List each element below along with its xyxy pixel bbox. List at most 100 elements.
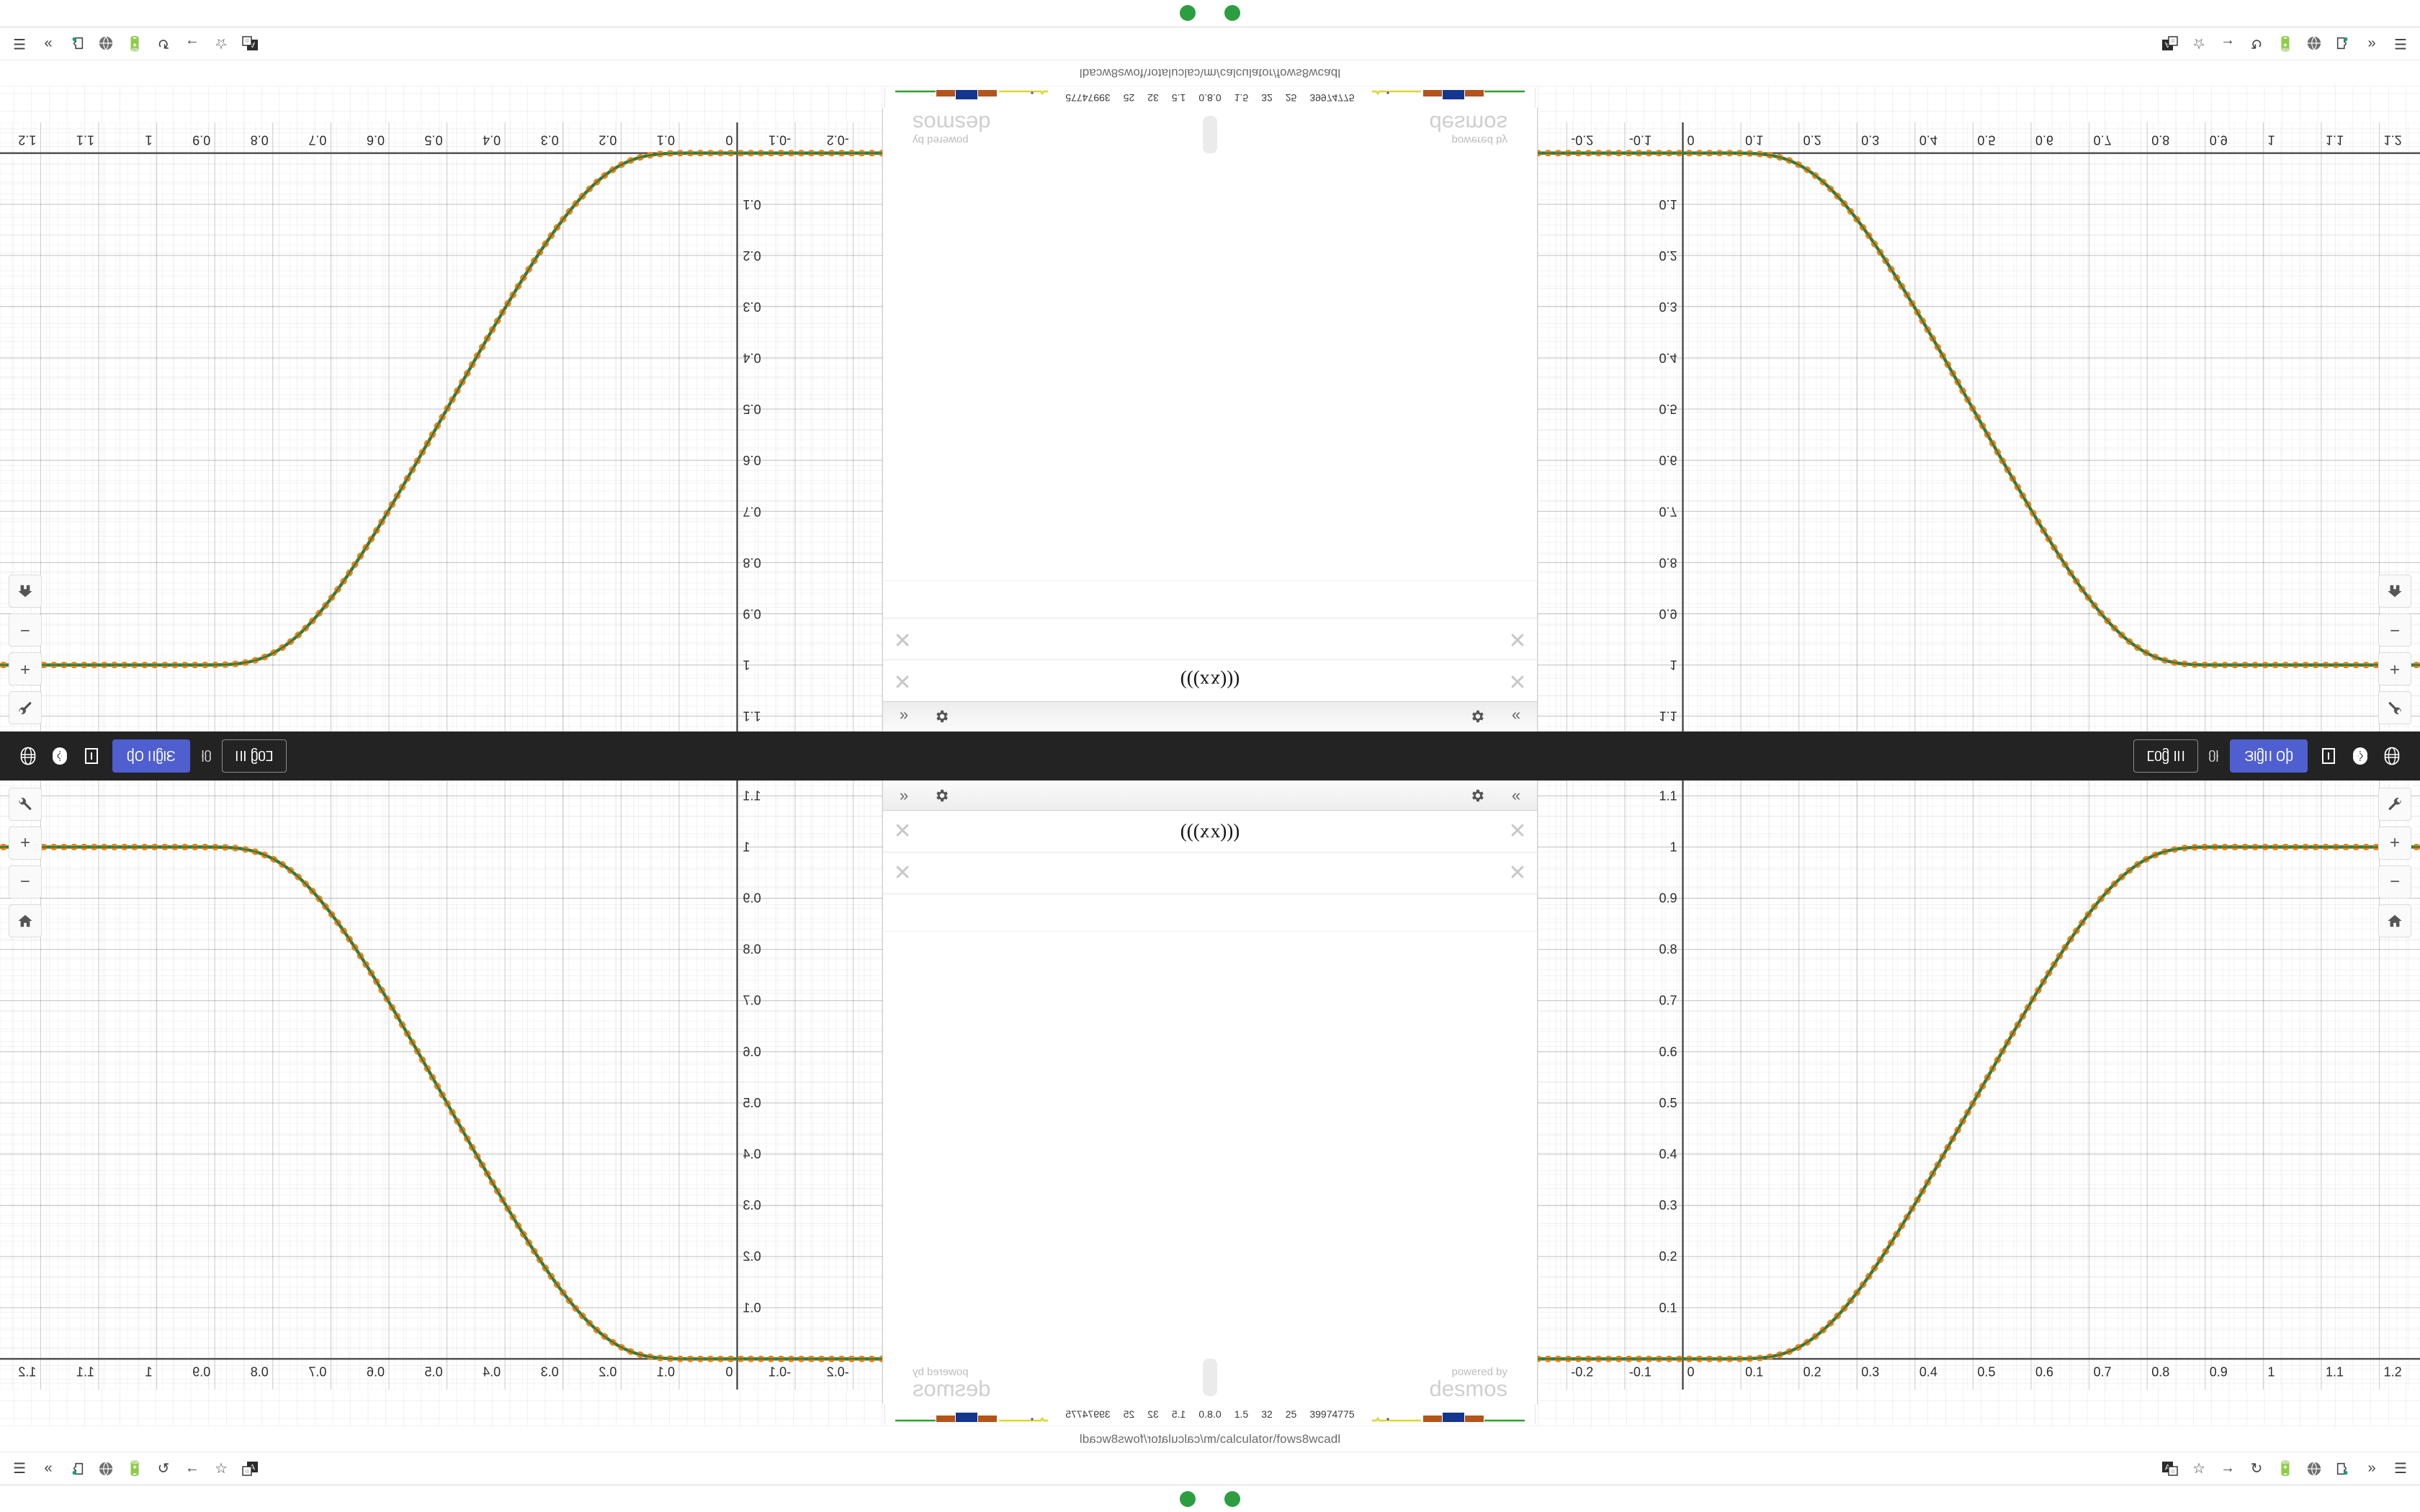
translate-icon[interactable]: A ☆ [2161,35,2179,53]
battery-icon[interactable]: 🔋 [125,35,144,51]
bookmark-star-icon[interactable]: ☆ [215,1461,228,1477]
sign-up-button[interactable]: Sign Up [2230,739,2308,756]
expression-row[interactable]: 1 A(x) = exp (−1/x)/( exp (−1/x) + exp (… [883,660,1210,701]
extension-icon[interactable] [68,35,86,53]
collapse-panel-button[interactable]: « [899,708,909,726]
share-icon[interactable] [81,744,102,756]
desmos-leaf-icon[interactable] [1180,5,1196,22]
log-in-button[interactable]: Log In [2133,756,2199,773]
expression-latex[interactable]: O(x) = .5 tanh ((.5 − x)/((x − 1)x)) + .… [922,618,1210,660]
reload-icon[interactable]: ↻ [157,1461,170,1477]
close-x-icon[interactable]: ✕ [1508,669,1527,693]
overflow-chevrons-icon[interactable]: » [2367,1460,2376,1476]
graph-settings-wrench-button[interactable] [9,788,42,821]
menu-icon[interactable]: ☰ [13,35,26,51]
expression-empty-row[interactable] [883,580,1210,618]
gear-icon[interactable] [1469,788,1491,804]
translate-icon[interactable]: A ☆ [2161,1459,2179,1478]
log-in-button[interactable]: Log In [221,756,287,773]
close-x-icon[interactable]: ✕ [893,819,912,843]
language-globe-icon[interactable] [2381,756,2403,768]
home-button[interactable] [9,575,42,608]
gear-icon[interactable] [929,709,951,725]
graph-canvas[interactable]: -0.2 -0.1 0 0.1 0.2 0.3 0.4 0.5 0.6 0.7 0.8 0.9 1 1.1… [1538,86,2420,732]
bookmark-star-icon[interactable]: ☆ [2192,35,2205,51]
expression-empty-row[interactable] [883,894,1210,932]
collapse-panel-button[interactable]: « [1511,786,1521,804]
extension-icon[interactable] [68,1459,86,1478]
share-icon[interactable] [2318,756,2339,768]
battery-icon[interactable]: 🔋 [2276,35,2295,51]
close-x-icon[interactable]: ✕ [893,861,912,885]
expression-empty-row[interactable] [1210,580,1537,618]
globe-icon[interactable] [97,1459,115,1478]
expression-row[interactable]: 2 O(x) = .5 tanh ((.5 − x)/((x − 1)x)) +… [1210,618,1537,660]
address-bar[interactable]: https://www.desmos.com/calculator/fows8w… [1210,1426,2420,1452]
graph-settings-wrench-button[interactable] [2378,788,2411,821]
overflow-chevrons-icon[interactable]: » [44,36,53,52]
expression-latex[interactable]: A(x) = exp (−1/x)/( exp (−1/x) + exp (−1… [1180,670,1210,692]
language-globe-icon[interactable] [17,744,39,756]
expression-latex[interactable]: A(x) = exp (−1/x)/( exp (−1/x) + exp (−1… [1210,670,1240,692]
reload-icon[interactable]: ↻ [157,35,170,51]
help-icon[interactable]: ? [2349,756,2371,768]
menu-icon[interactable]: ☰ [2394,35,2407,51]
forward-arrow-icon[interactable]: → [185,36,200,52]
close-x-icon[interactable]: ✕ [1508,819,1527,843]
zoom-out-button[interactable]: − [2378,613,2411,647]
expression-latex[interactable]: O(x) = .5 tanh ((.5 − x)/((x − 1)x)) + .… [1210,618,1498,660]
zoom-in-button[interactable]: + [9,652,42,685]
sign-up-button[interactable]: Sign Up [112,739,190,756]
gear-icon[interactable] [929,788,951,804]
close-x-icon[interactable]: ✕ [1508,861,1527,885]
home-button[interactable] [9,904,42,937]
expression-empty-row[interactable] [1210,894,1537,932]
help-icon[interactable]: ? [2349,744,2371,756]
address-bar[interactable]: https://www.desmos.com/calculator/fows8w… [0,60,1210,86]
graph-canvas[interactable]: -0.2 -0.1 0 0.1 0.2 0.3 0.4 0.5 0.6 0.7 0.8 0.9 1 1.1… [0,86,882,732]
graph-canvas[interactable]: -0.2 -0.1 0 0.1 0.2 0.3 0.4 0.5 0.6 0.7 0.8 0.9 1 1.1… [0,780,882,1426]
extension-icon[interactable] [2334,1459,2352,1478]
bookmark-star-icon[interactable]: ☆ [2192,1461,2205,1477]
graph-canvas[interactable]: -0.2 -0.1 0 0.1 0.2 0.3 0.4 0.5 0.6 0.7 0.8 0.9 1 1.1… [1538,780,2420,1426]
log-in-button[interactable]: Log In [221,739,287,756]
url-text[interactable]: https://www.desmos.com/calculator/fows8w… [1210,1431,1341,1446]
forward-arrow-icon[interactable]: → [2220,36,2235,52]
expression-latex[interactable]: A(x) = exp (−1/x)/( exp (−1/x) + exp (−1… [1180,820,1210,842]
graph-settings-wrench-button[interactable] [9,691,42,724]
language-globe-icon[interactable] [2381,744,2403,756]
graph-settings-wrench-button[interactable] [2378,691,2411,724]
close-x-icon[interactable]: ✕ [1508,627,1527,651]
zoom-in-button[interactable]: + [2378,827,2411,860]
address-bar[interactable]: https://www.desmos.com/calculator/fows8w… [1210,60,2420,86]
zoom-in-button[interactable]: + [2378,652,2411,685]
collapse-panel-button[interactable]: « [899,786,909,804]
language-globe-icon[interactable] [17,756,39,768]
expression-row[interactable]: 1 A(x) = exp (−1/x)/( exp (−1/x) + exp (… [1210,811,1537,852]
expression-latex[interactable]: O(x) = .5 tanh ((.5 − x)/((x − 1)x)) + .… [922,852,1210,894]
collapse-panel-button[interactable]: « [1511,708,1521,726]
close-x-icon[interactable]: ✕ [893,669,912,693]
battery-icon[interactable]: 🔋 [2276,1461,2295,1477]
overflow-chevrons-icon[interactable]: » [44,1460,53,1476]
zoom-out-button[interactable]: − [2378,865,2411,899]
zoom-in-button[interactable]: + [9,827,42,860]
share-icon[interactable] [81,756,102,768]
expression-row[interactable]: 1 A(x) = exp (−1/x)/( exp (−1/x) + exp (… [1210,660,1537,701]
translate-icon[interactable]: A ☆ [241,1459,259,1478]
expression-latex[interactable]: O(x) = .5 tanh ((.5 − x)/((x − 1)x)) + .… [1210,852,1498,894]
reload-icon[interactable]: ↻ [2250,1461,2263,1477]
desmos-leaf-icon[interactable] [1224,1490,1240,1507]
gear-icon[interactable] [1469,709,1491,725]
desmos-leaf-icon[interactable] [1180,1490,1196,1507]
bookmark-star-icon[interactable]: ☆ [215,35,228,51]
help-icon[interactable]: ? [49,756,71,768]
globe-icon[interactable] [2305,35,2323,53]
sign-up-button[interactable]: Sign Up [112,756,190,773]
home-button[interactable] [2378,904,2411,937]
expression-row[interactable]: 1 A(x) = exp (−1/x)/( exp (−1/x) + exp (… [883,811,1210,852]
zoom-out-button[interactable]: − [9,613,42,647]
help-icon[interactable]: ? [49,744,71,756]
address-bar[interactable]: https://www.desmos.com/calculator/fows8w… [0,1426,1210,1452]
url-text[interactable]: https://www.desmos.com/calculator/fows8w… [1079,66,1210,81]
